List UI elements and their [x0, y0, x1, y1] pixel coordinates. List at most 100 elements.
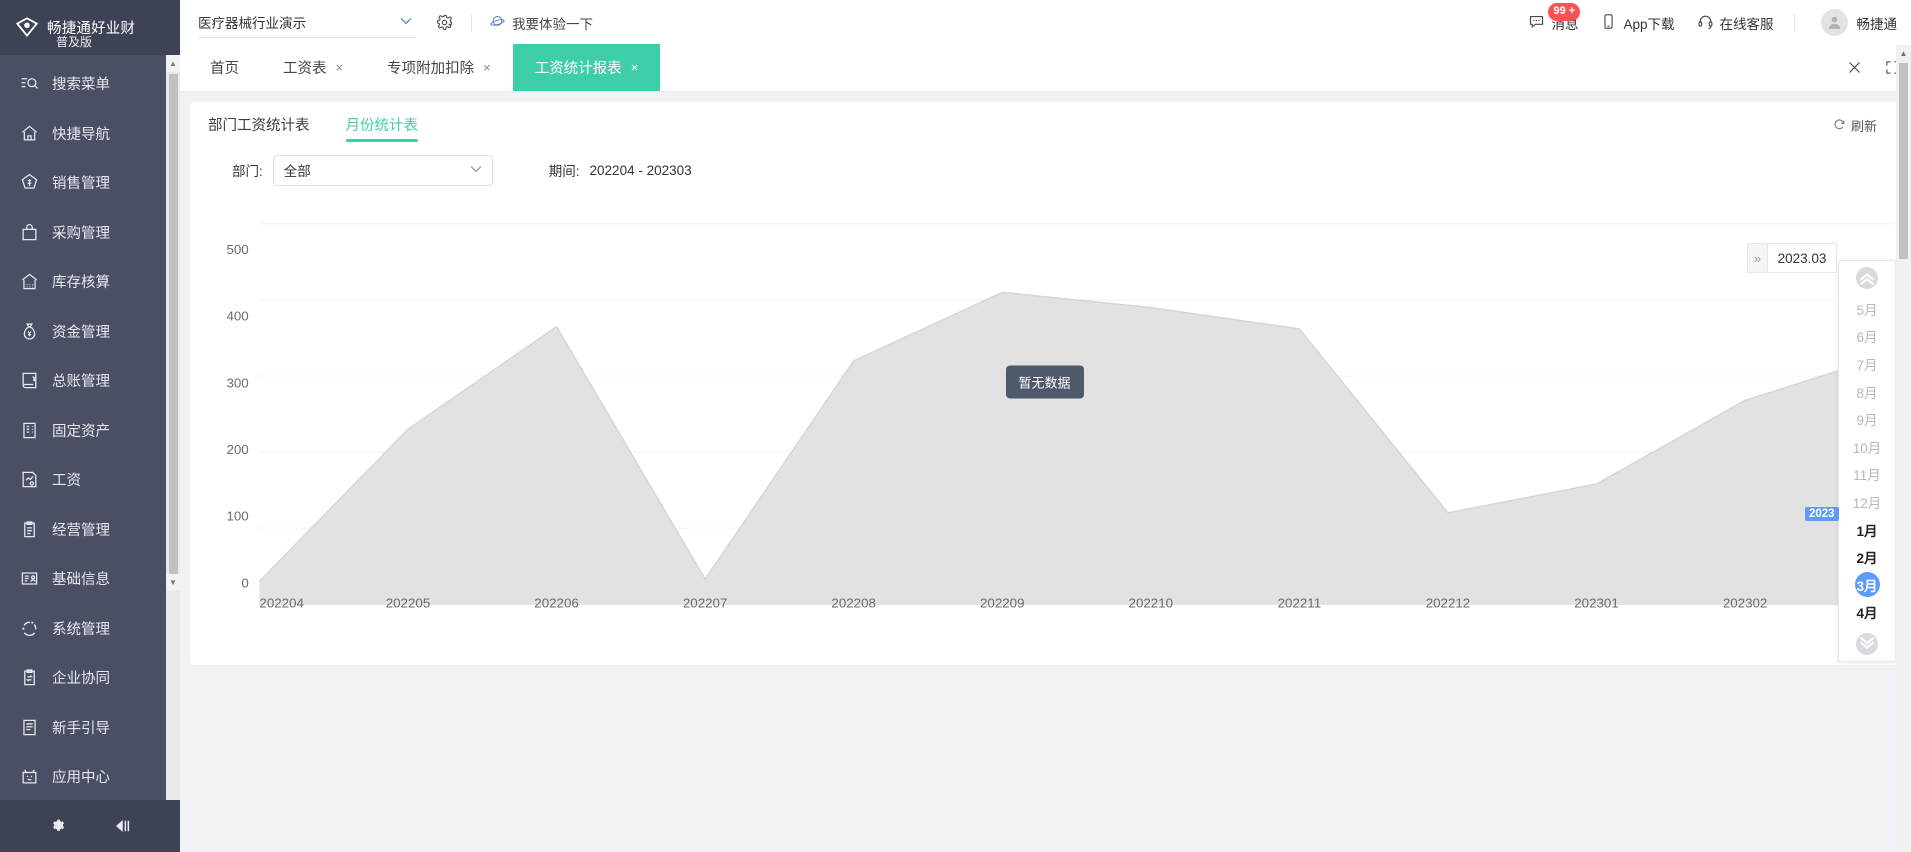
close-icon[interactable]: ×	[483, 60, 491, 75]
month-item[interactable]: 4月	[1839, 599, 1895, 627]
app-download-button[interactable]: App下载	[1600, 13, 1675, 33]
experience-label: 我要体验一下	[512, 16, 593, 32]
sidebar-item-funds[interactable]: 资金管理	[0, 307, 180, 357]
month-item[interactable]: 5月	[1839, 295, 1895, 323]
sidebar-item-search-menu[interactable]: 搜索菜单	[0, 59, 180, 109]
user-menu[interactable]: 畅捷通	[1820, 9, 1897, 36]
org-name: 医疗器械行业演示	[198, 16, 306, 31]
warehouse-icon	[20, 272, 39, 291]
chevron-down-icon	[400, 16, 412, 28]
sidebar-item-purchase[interactable]: 采购管理	[0, 208, 180, 258]
id-card-icon	[20, 569, 39, 588]
month-item[interactable]: 7月	[1839, 350, 1895, 378]
month-panel-toggle[interactable]: »	[1747, 243, 1767, 273]
y-axis-tick-label: 300	[226, 375, 248, 390]
home-icon	[20, 124, 39, 143]
y-axis-tick-label: 100	[226, 509, 248, 524]
gear-icon[interactable]	[49, 817, 67, 835]
month-label: 2月	[1856, 551, 1878, 567]
subtab-dept-payroll-stats[interactable]: 部门工资统计表	[208, 102, 310, 146]
tab-home[interactable]: 首页	[188, 44, 261, 91]
collapse-sidebar-icon[interactable]	[113, 817, 131, 835]
sidebar-footer	[0, 800, 180, 852]
tab-label: 工资统计报表	[534, 61, 622, 77]
month-item[interactable]: 10月	[1839, 433, 1895, 461]
sidebar-scrollbar[interactable]: ▲ ▼	[166, 55, 180, 800]
sidebar-scroll-thumb[interactable]	[168, 74, 178, 574]
close-all-tabs-button[interactable]	[1835, 44, 1873, 91]
month-item[interactable]: 12月	[1839, 488, 1895, 516]
sidebar-item-quick-nav[interactable]: 快捷导航	[0, 109, 180, 159]
subtab-monthly-stats[interactable]: 月份统计表	[345, 102, 418, 146]
x-axis-tick-label: 202207	[683, 596, 728, 611]
subtab-label: 部门工资统计表	[208, 117, 310, 134]
content-area: 部门工资统计表 月份统计表 刷新 部门: 全部	[180, 92, 1911, 852]
month-item[interactable]: 6月	[1839, 323, 1895, 351]
sales-tag-icon	[20, 173, 39, 192]
experience-link[interactable]: 我要体验一下	[490, 13, 593, 33]
tab-payroll-sheet[interactable]: 工资表 ×	[261, 44, 365, 91]
x-axis-tick-label: 202302	[1723, 596, 1768, 611]
monthly-payroll-area-chart[interactable]: 0 100 200 300 400 500 202204 202205 202206 202207…	[190, 202, 1899, 665]
gear-icon[interactable]	[436, 14, 453, 31]
subtab-bar: 部门工资统计表 月份统计表 刷新	[190, 102, 1899, 146]
dept-select[interactable]: 全部	[272, 154, 493, 186]
month-item[interactable]: 11月	[1839, 461, 1895, 489]
month-item[interactable]: 2023 1月	[1805, 506, 1895, 544]
sidebar-item-payroll[interactable]: 工资	[0, 455, 180, 505]
sidebar-item-system[interactable]: 系统管理	[0, 604, 180, 654]
month-label: 1月	[1856, 523, 1878, 539]
sidebar-item-label: 资金管理	[52, 324, 110, 341]
sidebar-item-beginner-guide[interactable]: 新手引导	[0, 703, 180, 753]
period-filter-label: 期间:	[548, 164, 580, 179]
building-icon	[20, 421, 39, 440]
sidebar-item-fixed-assets[interactable]: 固定资产	[0, 406, 180, 456]
x-axis-tick-label: 202204	[259, 596, 304, 611]
page-scrollbar[interactable]: ▲	[1896, 45, 1911, 852]
status-badge: 99 +	[1548, 2, 1581, 21]
tab-special-deduction[interactable]: 专项附加扣除 ×	[365, 44, 513, 91]
online-service-button[interactable]: 在线客服	[1697, 13, 1774, 33]
ledger-icon	[20, 371, 39, 390]
filter-bar: 部门: 全部 期间: 202204 - 202303	[190, 146, 1899, 194]
scroll-up-arrow-icon[interactable]: ▲	[166, 55, 180, 72]
chart-area-fill	[259, 292, 1894, 605]
tab-label: 首页	[210, 61, 239, 77]
sidebar-item-label: 基础信息	[52, 572, 110, 589]
chevron-double-up-icon[interactable]	[1856, 267, 1878, 289]
sidebar-item-label: 库存核算	[52, 275, 110, 292]
purchase-bag-icon	[20, 223, 39, 242]
close-icon[interactable]: ×	[335, 60, 344, 75]
report-panel: 部门工资统计表 月份统计表 刷新 部门: 全部	[190, 102, 1899, 665]
sidebar-item-sales[interactable]: 销售管理	[0, 158, 180, 208]
dashed-circle-icon	[20, 619, 39, 638]
message-button[interactable]: 消息 99 +	[1528, 2, 1581, 33]
refresh-button[interactable]: 刷新	[1833, 116, 1877, 135]
sidebar-item-inventory[interactable]: 库存核算	[0, 257, 180, 307]
sidebar-item-operations[interactable]: 经营管理	[0, 505, 180, 555]
page-scroll-thumb[interactable]	[1899, 63, 1908, 259]
chart-line	[259, 292, 1893, 581]
sidebar-item-collaboration[interactable]: 企业协同	[0, 653, 180, 703]
sidebar-item-general-ledger[interactable]: 总账管理	[0, 356, 180, 406]
tab-label: 工资表	[283, 61, 327, 77]
period-value: 202204 - 202303	[589, 162, 692, 178]
clipboard-icon	[20, 520, 39, 539]
sidebar-item-basic-info[interactable]: 基础信息	[0, 554, 180, 604]
sidebar-item-app-center[interactable]: 应用中心	[0, 752, 180, 800]
close-icon[interactable]: ×	[630, 60, 639, 75]
year-marker: 2023	[1805, 506, 1839, 521]
org-select[interactable]: 医疗器械行业演示	[198, 8, 416, 38]
scroll-down-arrow-icon[interactable]: ▼	[166, 574, 180, 591]
tab-payroll-stats-report[interactable]: 工资统计报表 ×	[512, 44, 661, 91]
month-item[interactable]: 9月	[1839, 405, 1895, 433]
month-item[interactable]: 8月	[1839, 378, 1895, 406]
chevron-double-down-icon[interactable]	[1856, 633, 1878, 655]
sidebar-item-label: 应用中心	[52, 770, 110, 787]
sidebar-item-label: 系统管理	[52, 621, 110, 638]
month-item[interactable]: 3月	[1839, 571, 1895, 599]
y-axis-tick-label: 400	[226, 309, 248, 324]
month-item[interactable]: 2月	[1839, 543, 1895, 571]
scroll-up-arrow-icon[interactable]: ▲	[1896, 45, 1911, 61]
dept-select-value: 全部	[283, 164, 311, 179]
